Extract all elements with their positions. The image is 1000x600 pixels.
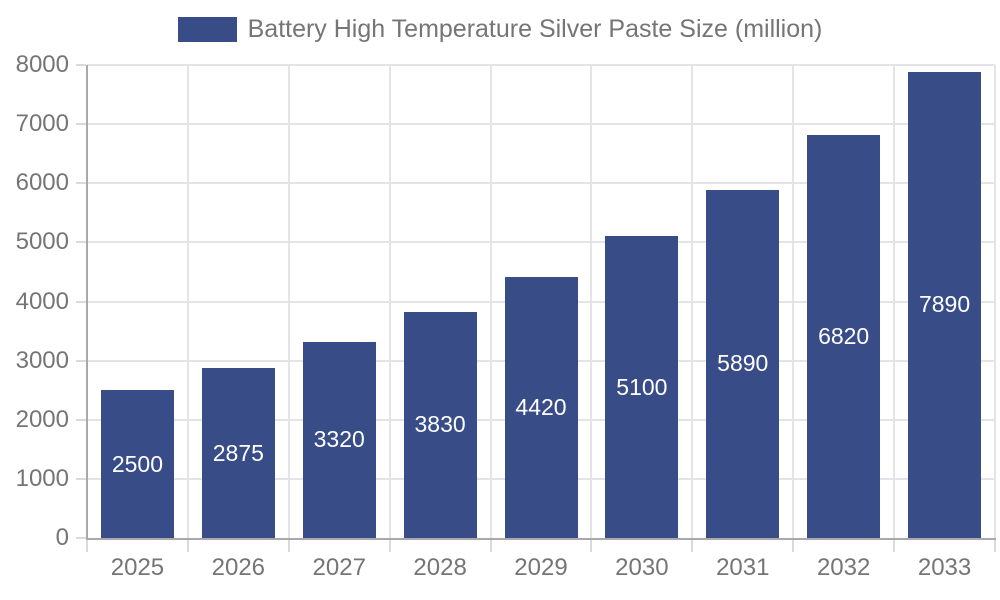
y-tick-mark	[76, 300, 86, 303]
x-axis-tick-label: 2032	[816, 554, 871, 581]
y-axis-tick-label: 8000	[15, 51, 69, 78]
y-tick-mark	[76, 64, 86, 66]
y-tick-mark	[76, 241, 86, 244]
bar-value-label: 6820	[818, 322, 870, 349]
x-axis-line	[86, 538, 996, 540]
grid-line-horizontal	[87, 64, 995, 66]
bar-value-label: 2875	[212, 439, 264, 466]
y-axis-tick-label: 6000	[15, 169, 69, 197]
grid-line-vertical	[388, 65, 391, 538]
x-axis-tick-label: 2031	[716, 554, 770, 581]
grid-line-horizontal	[87, 241, 995, 244]
grid-line-horizontal	[87, 182, 995, 185]
y-axis-tick-label: 4000	[15, 287, 69, 315]
y-tick-mark	[76, 418, 86, 421]
x-axis-tick-label: 2026	[211, 554, 266, 581]
y-tick-mark	[76, 359, 86, 362]
legend-swatch	[177, 17, 237, 42]
x-axis-tick-label: 2027	[312, 554, 366, 581]
x-tick-mark	[186, 540, 189, 552]
grid-line-vertical	[186, 65, 189, 538]
x-axis-tick-label: 2030	[615, 554, 669, 581]
x-tick-mark	[994, 540, 996, 552]
y-axis-tick-label: 2000	[15, 405, 69, 433]
bar-value-label: 5890	[717, 350, 769, 377]
y-tick-mark	[76, 537, 86, 539]
bar-value-label: 2500	[111, 450, 164, 477]
y-tick-mark	[76, 477, 86, 480]
y-axis-tick-label: 3000	[15, 346, 69, 374]
x-axis-tick-label: 2029	[514, 554, 568, 581]
y-tick-mark	[76, 182, 86, 185]
x-tick-mark	[893, 540, 896, 552]
bar[interactable]: 2500	[100, 390, 174, 538]
x-axis-tick-label: 2025	[110, 554, 165, 581]
bar-value-label: 7890	[918, 291, 971, 318]
bar-value-label: 3320	[313, 426, 365, 453]
grid-line-vertical	[994, 65, 996, 538]
grid-line-horizontal	[87, 123, 995, 126]
y-axis-tick-label: 0	[55, 524, 69, 551]
bar[interactable]: 4420	[504, 276, 578, 538]
grid-line-vertical	[590, 65, 593, 538]
legend-label: Battery High Temperature Silver Paste Si…	[247, 15, 823, 43]
bar[interactable]: 5100	[605, 236, 679, 538]
x-tick-mark	[792, 540, 795, 552]
y-axis-line	[86, 65, 88, 540]
bar[interactable]: 5890	[706, 189, 780, 538]
bar[interactable]: 2875	[201, 368, 275, 538]
x-tick-mark	[691, 540, 694, 552]
y-tick-mark	[76, 123, 86, 126]
bar-value-label: 4420	[515, 393, 567, 420]
bar[interactable]: 3830	[403, 311, 477, 538]
y-axis-tick-label: 5000	[15, 228, 69, 256]
x-axis-tick-label: 2033	[917, 554, 972, 581]
bar-value-label: 3830	[414, 411, 466, 438]
y-axis-tick-label: 7000	[15, 110, 69, 138]
x-tick-mark	[489, 540, 492, 552]
x-axis-tick-label: 2028	[413, 554, 467, 581]
x-tick-mark	[287, 540, 290, 552]
bar[interactable]: 7890	[908, 71, 982, 538]
bar[interactable]: 6820	[807, 134, 881, 538]
x-tick-mark	[388, 540, 391, 552]
grid-line-vertical	[792, 65, 795, 538]
legend[interactable]: Battery High Temperature Silver Paste Si…	[0, 17, 1000, 42]
grid-line-vertical	[287, 65, 290, 538]
plot-area: 0 1000 2000 3000 4000 5000 6000 7000 8000 2500 202…	[16, 51, 996, 581]
x-tick-mark	[86, 540, 88, 552]
grid-line-vertical	[489, 65, 492, 538]
bar-value-label: 5100	[616, 373, 668, 400]
grid-line-vertical	[893, 65, 896, 538]
y-axis-tick-label: 1000	[15, 464, 69, 492]
x-tick-mark	[590, 540, 593, 552]
bar[interactable]: 3320	[302, 341, 376, 538]
grid-line-vertical	[691, 65, 694, 538]
